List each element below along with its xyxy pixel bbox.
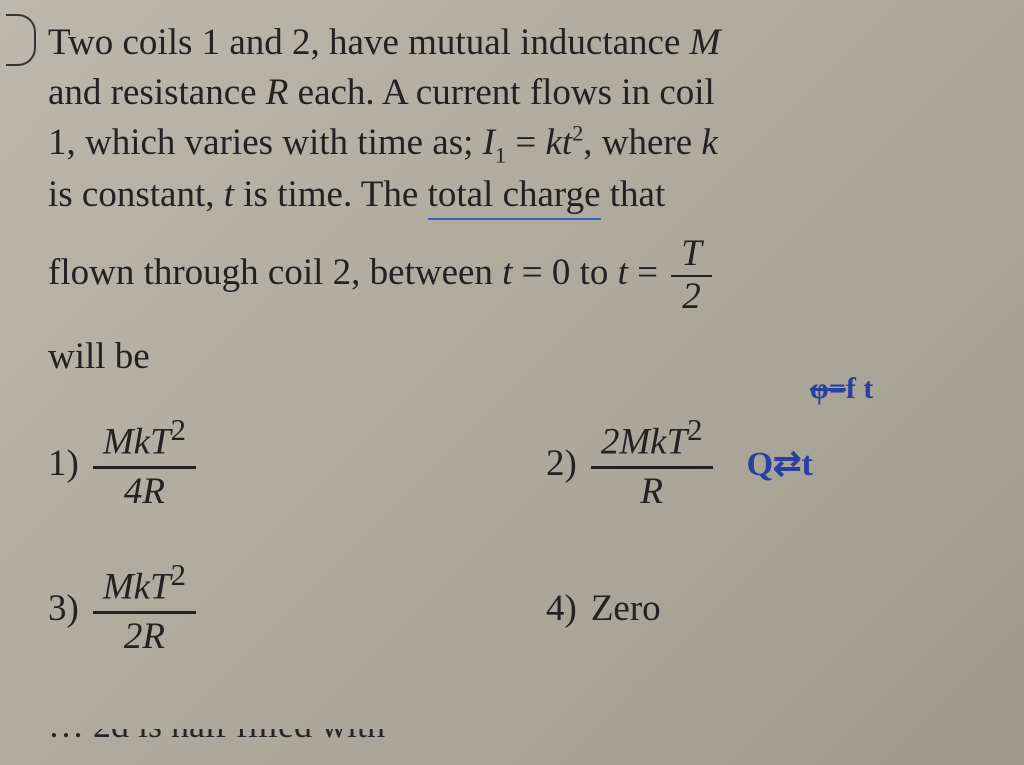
- option-1: 1) MkT2 4R: [48, 411, 506, 515]
- q-line2-post: each. A current flows in coil: [288, 72, 714, 113]
- q-line2-pre: and resistance: [48, 72, 266, 113]
- q-R: R: [266, 72, 289, 113]
- pen2-arrow: ⇄: [773, 446, 802, 483]
- q-I-sub: 1: [495, 142, 506, 167]
- q-eq1: =: [628, 252, 667, 293]
- question-marker-arc: [6, 14, 36, 66]
- opt3-fn-text: MkT: [103, 566, 171, 607]
- option-2-frac: 2MkT2 R: [591, 411, 713, 515]
- q-t-sup: 2: [572, 121, 583, 146]
- opt3-fn-sup: 2: [171, 558, 186, 592]
- q-k: k: [545, 122, 561, 163]
- q-underlined: total charge: [428, 170, 601, 220]
- option-2-num: 2): [546, 442, 577, 485]
- pen-annotation-2: Q⇄t: [747, 444, 813, 484]
- option-2: 2) 2MkT2 R Q⇄t: [546, 411, 1004, 515]
- option-3: 3) MkT2 2R: [48, 556, 506, 660]
- q-line3-pre: 1, which varies with time as;: [48, 122, 483, 163]
- opt1-fn-sup: 2: [171, 413, 186, 447]
- pen2-t: t: [802, 446, 813, 483]
- option-1-num-top: MkT2: [93, 411, 196, 469]
- q-t4: t: [618, 252, 628, 293]
- q-I: I: [483, 122, 495, 163]
- pen-annotation-1: φ=f t: [810, 372, 873, 406]
- q-line5-pre: flown through coil 2, between: [48, 252, 502, 293]
- option-3-num: 3): [48, 587, 79, 630]
- opt1-fn-text: MkT: [103, 422, 171, 463]
- q-line4-mid: is time. The: [234, 174, 428, 215]
- option-1-num: 1): [48, 442, 79, 485]
- q-t2: t: [224, 174, 234, 215]
- option-1-frac: MkT2 4R: [93, 411, 196, 515]
- q-eqmid: =: [506, 122, 545, 163]
- q-eq0: = 0 to: [512, 252, 617, 293]
- option-4-text: Zero: [591, 587, 661, 630]
- pen2-Q: Q: [747, 446, 773, 483]
- pen1-strike: φ=: [810, 372, 846, 405]
- q-line6: will be: [48, 336, 150, 377]
- option-2-den: R: [591, 469, 713, 516]
- option-3-den: 2R: [93, 614, 196, 661]
- q-t: t: [562, 122, 572, 163]
- footer-cutoff-text: … 2d is half filled with: [48, 729, 1004, 759]
- q-k2: k: [701, 122, 717, 163]
- option-2-num-top: 2MkT2: [591, 411, 713, 469]
- q-frac-den: 2: [671, 277, 712, 318]
- option-1-den: 4R: [93, 469, 196, 516]
- opt2-fn-text: 2MkT: [601, 422, 687, 463]
- q-frac-num: T: [671, 234, 712, 277]
- opt2-fn-sup: 2: [687, 413, 702, 447]
- q-M: M: [690, 22, 721, 63]
- q-t3: t: [502, 252, 512, 293]
- option-4-num: 4): [546, 587, 577, 630]
- q-frac-T2: T2: [671, 234, 712, 317]
- pen1-text: f t: [846, 372, 873, 405]
- option-4: 4) Zero: [546, 556, 1004, 660]
- option-3-num-top: MkT2: [93, 556, 196, 614]
- scanned-page: Two coils 1 and 2, have mutual inductanc…: [0, 0, 1024, 765]
- footer-cut-inner: … 2d is half filled with: [48, 729, 385, 745]
- option-3-frac: MkT2 2R: [93, 556, 196, 660]
- q-line3-post: , where: [583, 122, 701, 163]
- q-line1-pre: Two coils 1 and 2, have mutual inductanc…: [48, 22, 690, 63]
- options-grid: 1) MkT2 4R 2) 2MkT2 R Q⇄t 3) MkT2 2R: [48, 411, 1004, 660]
- q-line4-post: that: [601, 174, 666, 215]
- question-text: Two coils 1 and 2, have mutual inductanc…: [48, 18, 1004, 381]
- q-line4-pre: is constant,: [48, 174, 224, 215]
